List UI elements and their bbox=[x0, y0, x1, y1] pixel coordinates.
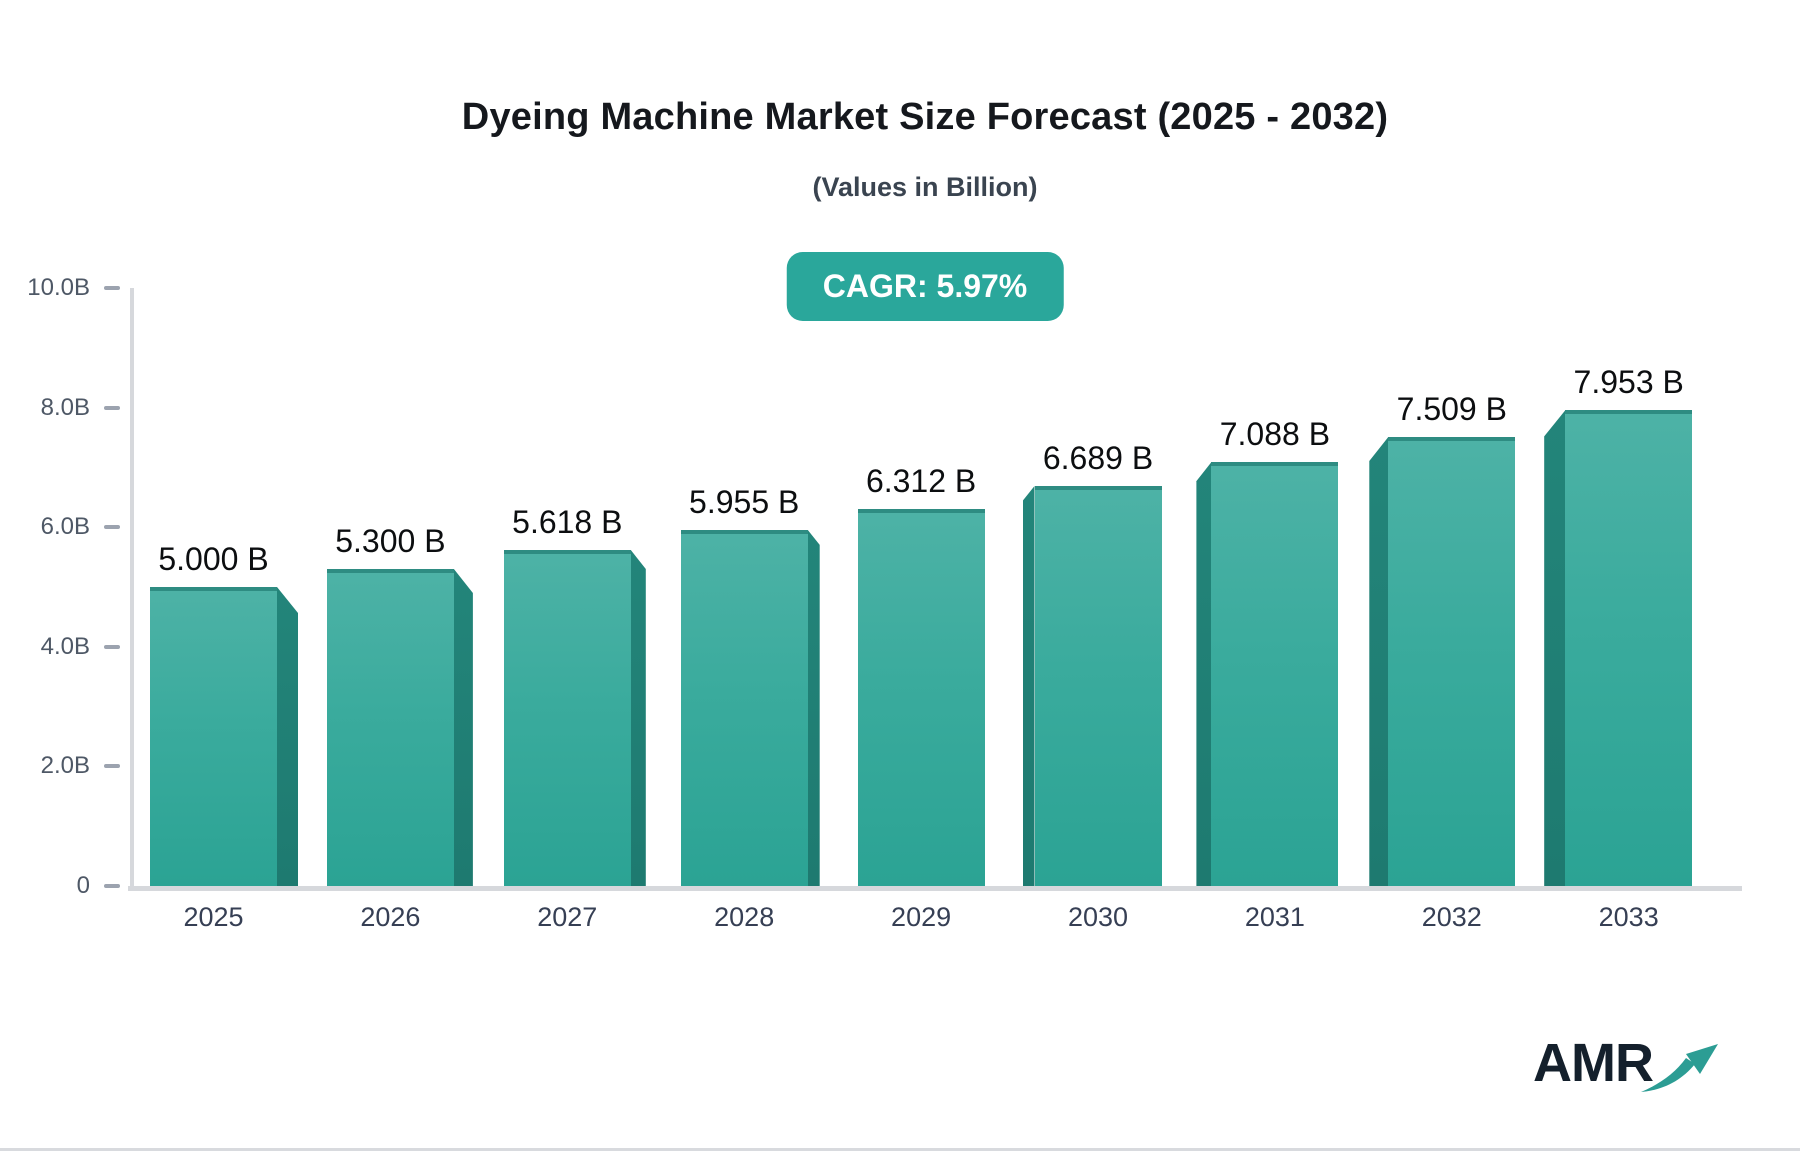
bar-side bbox=[1369, 436, 1389, 886]
y-tick-label: 4.0B bbox=[40, 632, 90, 660]
bar-face bbox=[503, 550, 631, 886]
x-tick-label: 2033 bbox=[1598, 902, 1659, 932]
x-tick-label: 2028 bbox=[714, 902, 775, 932]
y-tick-label: 0 bbox=[76, 872, 90, 899]
bar-face bbox=[1388, 436, 1516, 886]
x-tick-label: 2030 bbox=[1067, 902, 1129, 932]
bar-face bbox=[1034, 485, 1162, 886]
y-tick-label: 6.0B bbox=[40, 513, 90, 541]
y-tick-dash bbox=[104, 764, 120, 769]
bar-face bbox=[326, 569, 454, 886]
bar-side bbox=[277, 587, 298, 886]
x-tick-label: 2032 bbox=[1421, 902, 1482, 932]
bar-value-label: 7.509 B bbox=[1396, 390, 1507, 427]
growth-arrow-icon bbox=[1640, 1044, 1718, 1092]
x-tick-label: 2029 bbox=[891, 902, 952, 932]
bar-value-label: 5.300 B bbox=[335, 523, 446, 560]
bar-side bbox=[630, 550, 646, 886]
y-tick-label: 10.0B bbox=[27, 274, 90, 301]
bar-face bbox=[1211, 462, 1339, 886]
y-tick-dash bbox=[104, 405, 120, 410]
bottom-border bbox=[0, 1148, 1800, 1151]
y-tick-dash bbox=[104, 884, 120, 888]
bar-side bbox=[1196, 462, 1212, 886]
y-tick-label: 2.0B bbox=[40, 752, 90, 780]
bar-face bbox=[680, 529, 808, 886]
amr-logo: AMR bbox=[1533, 1036, 1723, 1098]
y-tick-dash bbox=[104, 644, 120, 649]
y-axis-line bbox=[130, 288, 134, 889]
x-tick-label: 2027 bbox=[537, 902, 598, 932]
bar-side bbox=[1022, 485, 1035, 886]
bar-face bbox=[857, 508, 985, 886]
bar-value-label: 6.312 B bbox=[865, 462, 977, 499]
y-tick-dash bbox=[104, 525, 120, 530]
x-tick-label: 2026 bbox=[360, 902, 421, 932]
bar-face bbox=[1565, 410, 1693, 886]
bar-value-label: 7.088 B bbox=[1219, 416, 1331, 453]
x-axis-line bbox=[128, 886, 1742, 891]
chart-title: Dyeing Machine Market Size Forecast (202… bbox=[461, 96, 1389, 138]
chart-subtitle: (Values in Billion) bbox=[812, 172, 1038, 202]
bar-face bbox=[150, 587, 277, 886]
bar-value-label: 5.000 B bbox=[158, 541, 269, 577]
x-tick-label: 2031 bbox=[1244, 902, 1305, 932]
bar-side bbox=[1544, 410, 1566, 886]
y-tick-dash bbox=[104, 286, 120, 290]
bar-value-label: 7.953 B bbox=[1573, 364, 1684, 401]
bar-side bbox=[807, 529, 820, 886]
amr-logo-text: AMR bbox=[1533, 1033, 1654, 1093]
bar-value-label: 5.618 B bbox=[512, 504, 623, 541]
y-tick-label: 8.0B bbox=[40, 393, 90, 421]
bar-value-label: 6.689 B bbox=[1042, 439, 1154, 476]
bar-value-label: 5.955 B bbox=[689, 483, 800, 520]
bar-side bbox=[453, 569, 473, 886]
x-tick-label: 2025 bbox=[183, 902, 244, 932]
cagr-badge: CAGR: 5.97% bbox=[786, 252, 1064, 321]
